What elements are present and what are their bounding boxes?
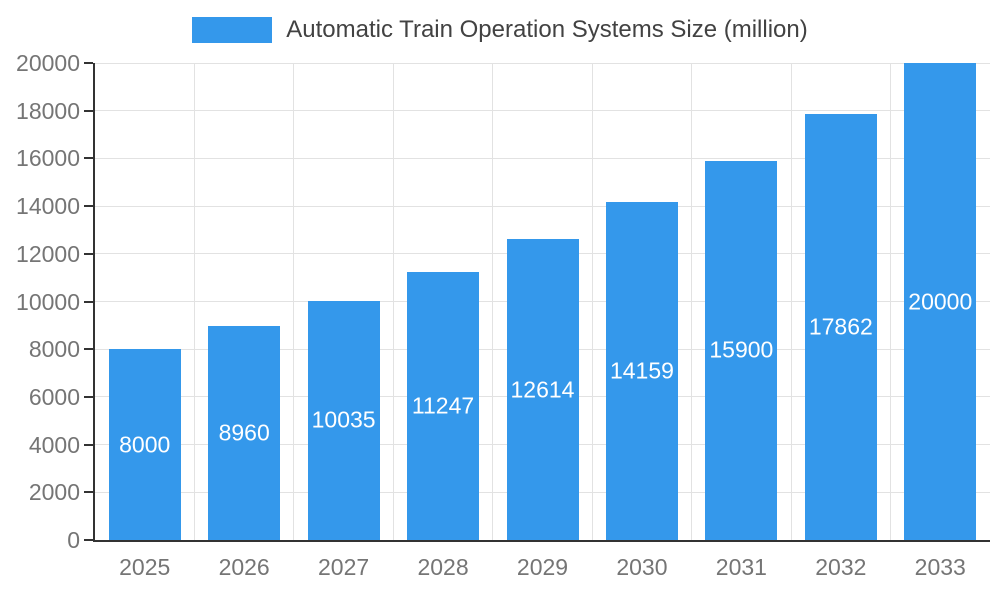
- v-gridline: [193, 63, 195, 540]
- v-gridline: [890, 63, 892, 540]
- h-gridline: [95, 205, 990, 207]
- v-gridline: [691, 63, 693, 540]
- y-tick-mark: [84, 109, 93, 112]
- y-tick-label: 8000: [28, 336, 80, 363]
- y-tick-mark: [84, 491, 93, 494]
- x-tick-label: 2025: [119, 554, 171, 580]
- bar-2029: 12614: [506, 239, 579, 540]
- chart-legend: Automatic Train Operation Systems Size (…: [0, 16, 1000, 44]
- v-gridline: [392, 63, 394, 540]
- y-tick-label: 12000: [16, 240, 80, 267]
- x-tick-label: 2026: [218, 554, 270, 580]
- x-axis-line: [93, 540, 990, 542]
- bar-value-label: 12614: [510, 376, 575, 403]
- bar-2033: 20000: [904, 63, 977, 540]
- y-tick-label: 10000: [16, 288, 80, 315]
- bar-value-label: 17862: [808, 313, 873, 340]
- legend-swatch: [192, 17, 273, 43]
- x-tick-label: 2032: [815, 554, 867, 580]
- y-axis-line: [93, 63, 95, 542]
- bar-2026: 8960: [208, 326, 281, 540]
- bar-2030: 14159: [605, 202, 678, 540]
- x-tick-label: 2027: [318, 554, 370, 580]
- h-gridline: [95, 157, 990, 159]
- y-tick-mark: [84, 395, 93, 398]
- y-tick-mark: [84, 252, 93, 255]
- y-tick-mark: [84, 443, 93, 446]
- bar-value-label: 14159: [609, 357, 674, 384]
- bar-2027: 10035: [307, 300, 380, 540]
- bar-value-label: 8000: [119, 431, 171, 458]
- y-tick-mark: [84, 539, 93, 541]
- bar-value-label: 10035: [311, 406, 376, 433]
- v-gridline: [591, 63, 593, 540]
- x-tick-label: 2030: [616, 554, 668, 580]
- v-gridline: [492, 63, 494, 540]
- bar-value-label: 15900: [709, 336, 774, 363]
- y-tick-label: 18000: [16, 97, 80, 124]
- legend-label: Automatic Train Operation Systems Size (…: [286, 16, 808, 43]
- y-tick-mark: [84, 62, 93, 64]
- bar-2025: 8000: [108, 349, 181, 540]
- v-gridline: [293, 63, 295, 540]
- y-tick-label: 6000: [28, 383, 80, 410]
- y-tick-mark: [84, 157, 93, 160]
- y-tick-mark: [84, 205, 93, 208]
- plot-area: 8000 8960 10035 11247 12614 14159 15900 17862 20…: [95, 62, 990, 540]
- y-tick-label: 20000: [16, 50, 80, 76]
- y-tick-label: 0: [67, 527, 80, 553]
- y-tick-mark: [84, 348, 93, 351]
- bar-2028: 11247: [407, 271, 480, 540]
- y-tick-label: 4000: [28, 431, 80, 458]
- x-tick-label: 2031: [715, 554, 767, 580]
- x-tick-label: 2033: [914, 554, 966, 580]
- bar-value-label: 20000: [908, 288, 973, 314]
- h-gridline: [95, 62, 990, 64]
- y-tick-label: 16000: [16, 145, 80, 172]
- x-tick-label: 2029: [516, 554, 569, 580]
- y-tick-label: 2000: [28, 479, 80, 506]
- x-tick-label: 2028: [417, 554, 469, 580]
- y-tick-label: 14000: [16, 193, 80, 220]
- bar-2032: 17862: [804, 114, 877, 540]
- y-tick-mark: [84, 300, 93, 303]
- bar-value-label: 8960: [218, 419, 270, 446]
- v-gridline: [790, 63, 792, 540]
- bar-value-label: 11247: [411, 392, 475, 419]
- h-gridline: [95, 110, 990, 112]
- bar-2031: 15900: [705, 160, 778, 540]
